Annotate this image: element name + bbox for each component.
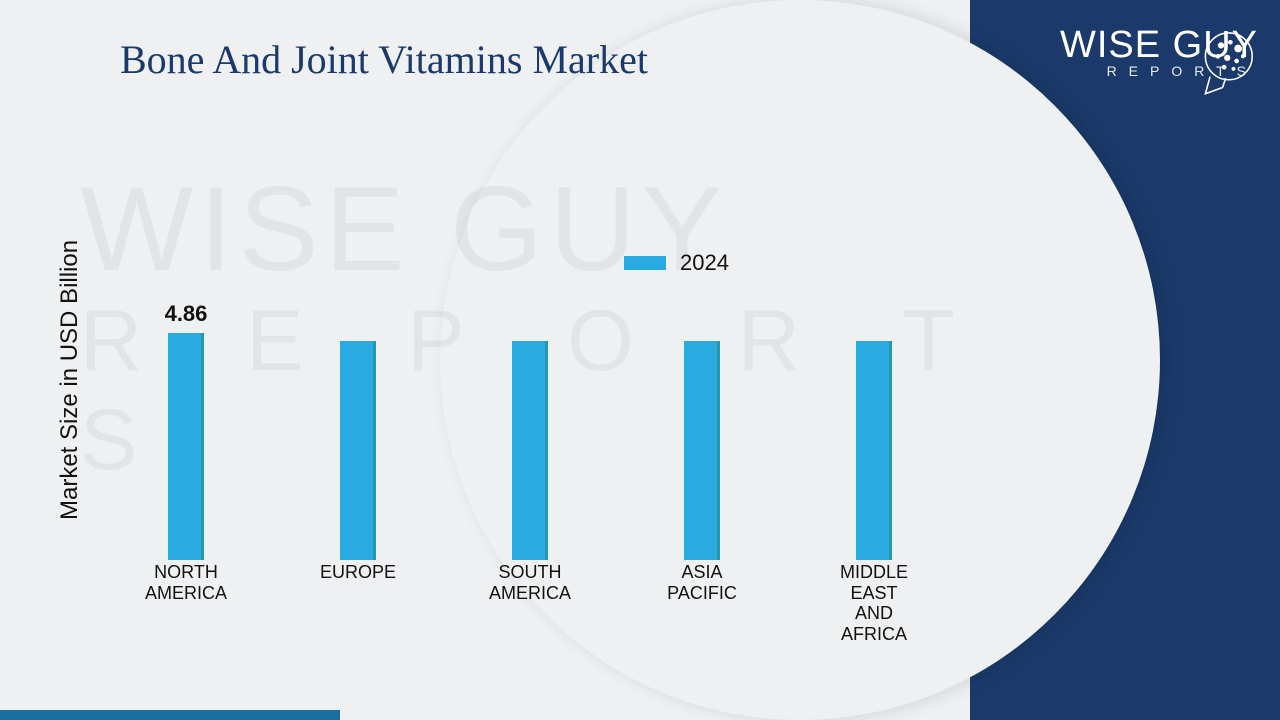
y-axis-label: Market Size in USD Billion xyxy=(56,240,84,520)
bar-slot xyxy=(788,280,960,560)
bar xyxy=(168,333,204,560)
bar-slot: 4.86 xyxy=(100,280,272,560)
accent-strip xyxy=(0,710,340,720)
brand-logo: WISE GUY REPORTS xyxy=(988,24,1258,94)
x-axis-label: EUROPE xyxy=(272,562,444,583)
x-axis-label: SOUTHAMERICA xyxy=(444,562,616,603)
bar-slot xyxy=(444,280,616,560)
legend-swatch xyxy=(624,256,666,270)
bar-slot xyxy=(272,280,444,560)
chart-canvas: WISE GUY R E P O R T S WISE GUY REPORTS … xyxy=(0,0,1280,720)
bar-value-label: 4.86 xyxy=(100,301,272,327)
legend: 2024 xyxy=(624,250,729,276)
bar xyxy=(340,341,376,560)
bar xyxy=(512,341,548,560)
bar-chart: 4.86 xyxy=(100,280,960,560)
bar-slot xyxy=(616,280,788,560)
x-axis-label: ASIAPACIFIC xyxy=(616,562,788,603)
brain-head-icon xyxy=(1182,22,1260,100)
bar xyxy=(856,341,892,560)
chart-title: Bone And Joint Vitamins Market xyxy=(120,36,648,83)
x-axis-label: MIDDLEEASTANDAFRICA xyxy=(788,562,960,645)
legend-label: 2024 xyxy=(680,250,729,276)
x-axis-label: NORTHAMERICA xyxy=(100,562,272,603)
bar xyxy=(684,341,720,560)
